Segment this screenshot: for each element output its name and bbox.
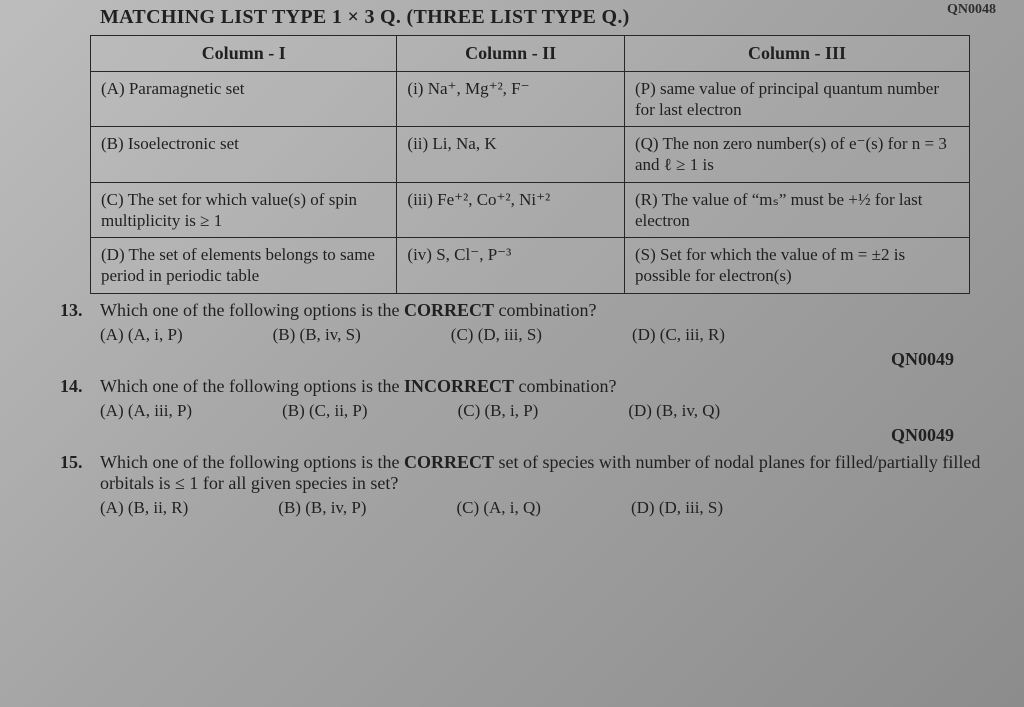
cell-P: (P) same value of principal quantum numb…: [624, 71, 969, 127]
q14-number: 14.: [60, 376, 100, 397]
q15-option-b: (B) (B, iv, P): [278, 498, 366, 518]
q15-stem-pre: Which one of the following options is th…: [100, 452, 404, 472]
q13-stem: Which one of the following options is th…: [100, 300, 994, 321]
q14-stem-post: combination?: [514, 376, 616, 396]
q13-number: 13.: [60, 300, 100, 321]
cell-D: (D) The set of elements belongs to same …: [91, 238, 397, 294]
cell-iii: (iii) Fe⁺², Co⁺², Ni⁺²: [397, 182, 625, 238]
q14-option-a: (A) (A, iii, P): [100, 401, 192, 421]
matching-table: Column - I Column - II Column - III (A) …: [90, 35, 970, 294]
top-code: QN0048: [947, 2, 996, 18]
cell-C: (C) The set for which value(s) of spin m…: [91, 182, 397, 238]
q14-code: QN0049: [60, 425, 954, 446]
question-15: 15. Which one of the following options i…: [60, 452, 994, 518]
q14-stem-pre: Which one of the following options is th…: [100, 376, 404, 396]
q14-stem-bold: INCORRECT: [404, 376, 514, 396]
cell-B: (B) Isoelectronic set: [91, 127, 397, 183]
header-col3: Column - III: [624, 36, 969, 72]
question-13: 13. Which one of the following options i…: [60, 300, 994, 345]
exam-page: QN0048 MATCHING LIST TYPE 1 × 3 Q. (THRE…: [0, 0, 1024, 707]
section-heading: MATCHING LIST TYPE 1 × 3 Q. (THREE LIST …: [100, 6, 994, 29]
q14-stem: Which one of the following options is th…: [100, 376, 994, 397]
question-14: 14. Which one of the following options i…: [60, 376, 994, 421]
q15-number: 15.: [60, 452, 100, 473]
header-col1: Column - I: [91, 36, 397, 72]
cell-R: (R) The value of “mₛ” must be +½ for las…: [624, 182, 969, 238]
q13-stem-post: combination?: [494, 300, 596, 320]
q15-option-c: (C) (A, i, Q): [456, 498, 541, 518]
header-col2: Column - II: [397, 36, 625, 72]
cell-A: (A) Paramagnetic set: [91, 71, 397, 127]
q14-option-c: (C) (B, i, P): [458, 401, 539, 421]
q15-option-d: (D) (D, iii, S): [631, 498, 723, 518]
q14-option-b: (B) (C, ii, P): [282, 401, 367, 421]
q13-option-d: (D) (C, iii, R): [632, 325, 725, 345]
q15-stem-bold: CORRECT: [404, 452, 494, 472]
q13-option-b: (B) (B, iv, S): [273, 325, 361, 345]
q13-option-a: (A) (A, i, P): [100, 325, 183, 345]
q15-stem: Which one of the following options is th…: [100, 452, 994, 494]
q13-stem-pre: Which one of the following options is th…: [100, 300, 404, 320]
q13-stem-bold: CORRECT: [404, 300, 494, 320]
cell-iv: (iv) S, Cl⁻, P⁻³: [397, 238, 625, 294]
cell-ii: (ii) Li, Na, K: [397, 127, 625, 183]
cell-Q: (Q) The non zero number(s) of e⁻(s) for …: [624, 127, 969, 183]
q13-option-c: (C) (D, iii, S): [451, 325, 542, 345]
cell-i: (i) Na⁺, Mg⁺², F⁻: [397, 71, 625, 127]
q15-option-a: (A) (B, ii, R): [100, 498, 188, 518]
q13-code: QN0049: [60, 349, 954, 370]
cell-S: (S) Set for which the value of m = ±2 is…: [624, 238, 969, 294]
q14-option-d: (D) (B, iv, Q): [628, 401, 720, 421]
